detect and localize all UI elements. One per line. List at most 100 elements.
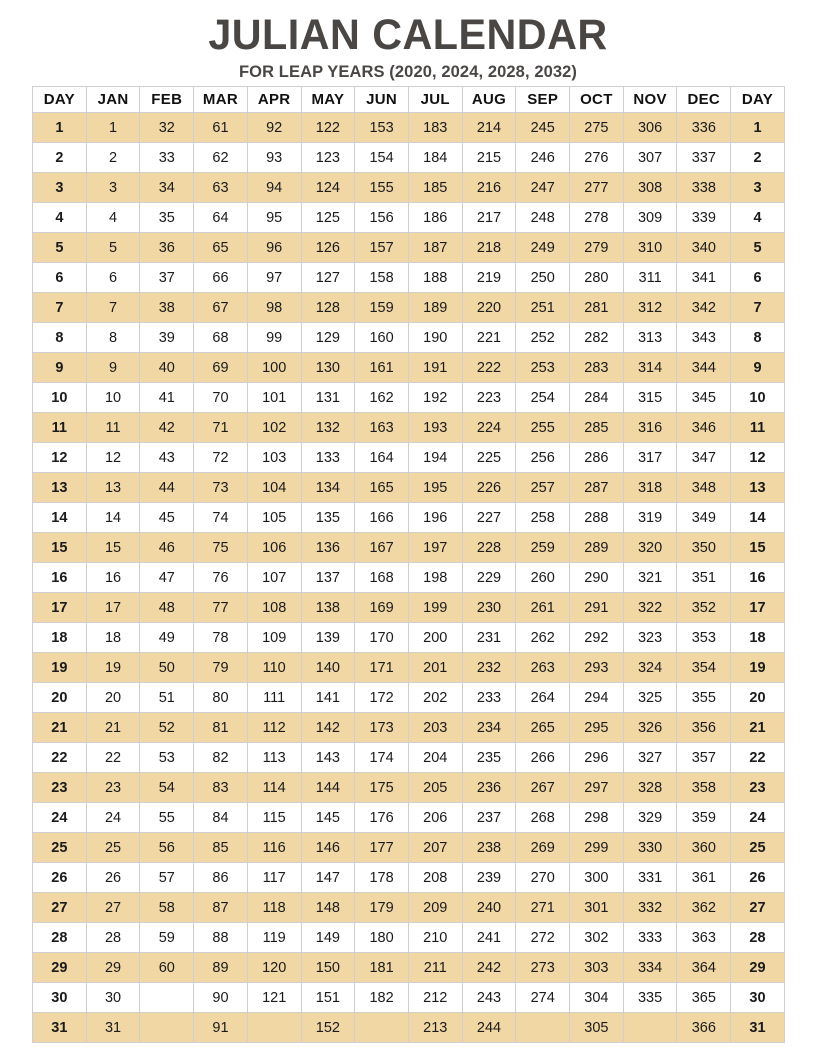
julian-day-cell: 78 [193, 622, 248, 653]
julian-day-cell: 106 [246, 532, 302, 563]
julian-day-cell: 92 [246, 112, 302, 143]
julian-day-cell: 345 [676, 382, 732, 413]
julian-day-cell: 322 [622, 592, 678, 623]
julian-day-cell: 84 [193, 802, 248, 833]
day-number-cell: 8 [32, 322, 87, 353]
julian-day-cell: 205 [407, 772, 463, 803]
julian-day-cell: 22 [85, 742, 141, 773]
julian-day-cell: 224 [461, 412, 517, 443]
day-number-cell: 23 [32, 772, 87, 803]
julian-day-cell: 160 [354, 322, 409, 353]
julian-day-cell: 162 [354, 382, 409, 413]
julian-day-cell: 174 [354, 742, 409, 773]
julian-day-cell: 264 [515, 682, 571, 713]
day-number-cell: 16 [32, 562, 87, 593]
julian-day-cell: 261 [515, 592, 571, 623]
table-row: 5 5 36 65 96 126 157 187 218 249 279 310 340 5 [32, 232, 785, 263]
table-row: 6 6 37 66 97 127 158 188 219 250 280 311 341 6 [32, 262, 785, 293]
julian-day-cell: 226 [461, 472, 517, 503]
julian-day-cell: 195 [407, 472, 463, 503]
julian-day-cell: 314 [622, 352, 678, 383]
julian-day-cell: 71 [193, 412, 248, 443]
julian-day-cell: 343 [676, 322, 732, 353]
julian-day-cell: 319 [622, 502, 678, 533]
julian-day-cell: 263 [515, 652, 571, 683]
julian-day-cell: 184 [407, 142, 463, 173]
julian-day-cell: 283 [569, 352, 624, 383]
julian-day-cell: 338 [676, 172, 732, 203]
julian-day-cell: 59 [139, 922, 195, 953]
julian-day-cell: 180 [354, 922, 409, 953]
julian-day-cell: 327 [622, 742, 678, 773]
julian-day-cell: 15 [85, 532, 141, 563]
table-row: 9 9 40 69 100 130 161 191 222 253 283 314 344 9 [32, 352, 785, 383]
day-number-cell: 5 [32, 232, 87, 263]
julian-day-cell: 158 [354, 262, 409, 293]
julian-day-cell: 10 [85, 382, 141, 413]
julian-day-cell: 120 [246, 952, 302, 983]
julian-day-cell: 5 [85, 232, 141, 263]
julian-day-cell: 303 [569, 952, 624, 983]
julian-day-cell: 336 [676, 112, 732, 143]
julian-day-cell: 198 [407, 562, 463, 593]
julian-day-cell: 292 [569, 622, 624, 653]
julian-day-cell: 171 [354, 652, 409, 683]
julian-day-cell: 16 [85, 562, 141, 593]
julian-day-cell: 111 [246, 682, 302, 713]
day-number-cell: 26 [730, 862, 785, 893]
julian-day-cell: 185 [407, 172, 463, 203]
header-row: DAY JAN FEB MAR APR MAY JUN JUL AUG SEP OCT NOV DEC D… [32, 86, 785, 113]
day-number-cell: 10 [32, 382, 87, 413]
julian-day-cell: 33 [139, 142, 195, 173]
julian-day-cell: 53 [139, 742, 195, 773]
julian-day-cell: 161 [354, 352, 409, 383]
julian-day-cell: 38 [139, 292, 195, 323]
julian-day-cell: 100 [246, 352, 302, 383]
julian-day-cell: 95 [246, 202, 302, 233]
julian-day-cell: 164 [354, 442, 409, 473]
julian-day-cell: 188 [407, 262, 463, 293]
julian-day-cell: 132 [300, 412, 356, 443]
julian-day-cell: 156 [354, 202, 409, 233]
julian-day-cell: 147 [300, 862, 356, 893]
julian-day-cell: 280 [569, 262, 624, 293]
table-row: 3 3 34 63 94 124 155 185 216 247 277 308 338 3 [32, 172, 785, 203]
julian-day-cell: 117 [246, 862, 302, 893]
julian-day-cell: 73 [193, 472, 248, 503]
julian-day-cell: 124 [300, 172, 356, 203]
julian-day-cell: 328 [622, 772, 678, 803]
julian-day-cell: 244 [461, 1012, 517, 1043]
page-title: JULIAN CALENDAR [208, 11, 608, 59]
day-number-cell: 4 [730, 202, 785, 233]
julian-day-cell: 192 [407, 382, 463, 413]
julian-day-cell: 259 [515, 532, 571, 563]
day-number-cell: 24 [730, 802, 785, 833]
julian-day-cell: 139 [300, 622, 356, 653]
julian-day-cell: 4 [85, 202, 141, 233]
julian-day-cell: 276 [569, 142, 624, 173]
table-row: 14 14 45 74 105 135 166 196 227 258 288 319 349 14 [32, 502, 785, 533]
julian-day-cell: 79 [193, 652, 248, 683]
julian-day-cell: 1 [85, 112, 141, 143]
julian-day-cell: 334 [622, 952, 678, 983]
julian-day-cell: 86 [193, 862, 248, 893]
table-body: 1 1 32 61 92 122 153 183 214 245 275 306 336 1 2 2 33 62 9… [32, 112, 785, 1043]
table-row: 22 22 53 82 113 143 174 204 235 266 296 327 357 22 [32, 742, 785, 773]
julian-day-cell: 320 [622, 532, 678, 563]
julian-day-cell: 222 [461, 352, 517, 383]
julian-day-cell: 344 [676, 352, 732, 383]
julian-day-cell: 348 [676, 472, 732, 503]
julian-day-cell: 51 [139, 682, 195, 713]
day-number-cell: 30 [32, 982, 87, 1013]
julian-day-cell: 6 [85, 262, 141, 293]
table-row: 26 26 57 86 117 147 178 208 239 270 300 331 361 26 [32, 862, 785, 893]
julian-day-cell: 55 [139, 802, 195, 833]
julian-day-cell: 130 [300, 352, 356, 383]
day-number-cell: 2 [730, 142, 785, 173]
day-number-cell: 9 [32, 352, 87, 383]
table-row: 11 11 42 71 102 132 163 193 224 255 285 316 346 11 [32, 412, 785, 443]
julian-day-cell: 260 [515, 562, 571, 593]
julian-day-cell: 332 [622, 892, 678, 923]
julian-day-cell: 45 [139, 502, 195, 533]
julian-day-cell: 339 [676, 202, 732, 233]
